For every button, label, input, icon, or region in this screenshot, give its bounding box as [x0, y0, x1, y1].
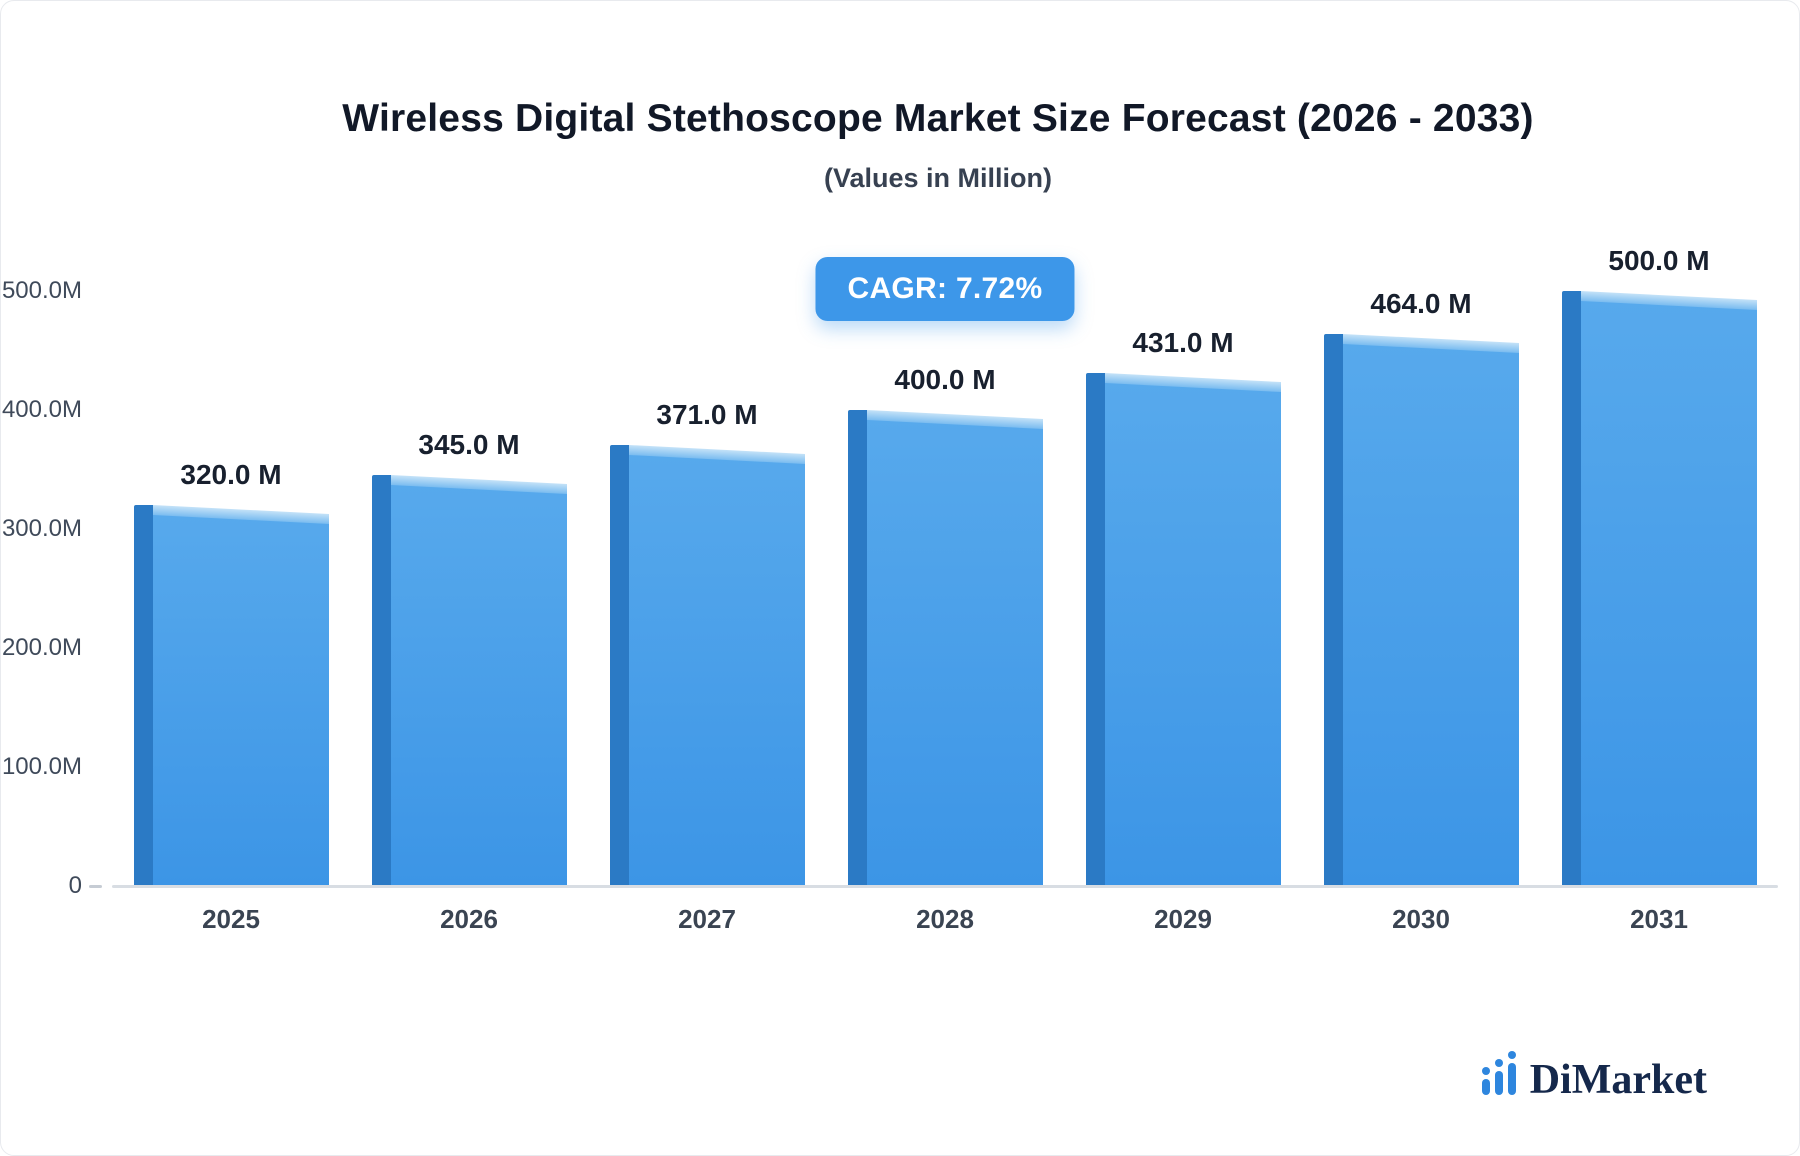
x-axis-line	[112, 885, 1778, 888]
x-axis-label-2028: 2028	[916, 904, 974, 934]
bar-value-label: 371.0 M	[656, 398, 758, 430]
bar-front-face	[152, 514, 329, 886]
x-axis-label-2026: 2026	[440, 904, 498, 934]
chart-header: Wireless Digital Stethoscope Market Size…	[39, 97, 1799, 194]
bar-2025: 320.0 M	[133, 459, 329, 886]
bar-side-face	[371, 475, 391, 886]
y-axis: 500.0M 400.0M 300.0M 200.0M 100.0M 0	[1, 277, 102, 899]
bar-2028: 400.0 M	[847, 364, 1043, 886]
bar-value-label: 464.0 M	[1370, 287, 1472, 319]
bar-side-face	[1323, 333, 1343, 886]
bar-side-face	[847, 410, 867, 886]
dimarket-logo-text: DiMarket	[1529, 1057, 1707, 1103]
bars-container: 320.0 M 345.0 M 371.0 M 400.0 M 431.0 M 464.0…	[112, 245, 1778, 886]
cagr-label: CAGR: 7.72%	[847, 272, 1043, 305]
chart-title: Wireless Digital Stethoscope Market Size…	[342, 97, 1534, 140]
y-axis-label-500.0M: 500.0M	[1, 277, 82, 304]
bar-side-face	[133, 505, 153, 886]
y-axis-label-0: 0	[68, 872, 82, 899]
dimarket-bars-icon	[1481, 1051, 1516, 1101]
bar-front-face	[1342, 342, 1519, 886]
y-axis-label-200.0M: 200.0M	[1, 634, 82, 661]
x-axis-label-2031: 2031	[1630, 904, 1688, 934]
bar-value-label: 400.0 M	[894, 364, 996, 395]
bar-front-face	[866, 419, 1043, 886]
x-axis-label-2029: 2029	[1154, 904, 1212, 934]
bar-2026: 345.0 M	[371, 429, 567, 886]
chart-subtitle: (Values in Million)	[823, 163, 1053, 193]
bar-value-label: 431.0 M	[1132, 327, 1234, 359]
bar-2029: 431.0 M	[1085, 327, 1281, 886]
bar-value-label: 345.0 M	[418, 429, 520, 461]
bar-2031: 500.0 M	[1561, 245, 1757, 886]
bar-side-face	[1085, 373, 1105, 886]
bar-front-face	[390, 484, 567, 886]
y-axis-zero-tick	[89, 885, 102, 888]
y-axis-label-400.0M: 400.0M	[1, 396, 82, 423]
x-axis-label-2030: 2030	[1392, 904, 1450, 934]
bar-front-face	[628, 453, 805, 886]
bar-front-face	[1580, 300, 1757, 886]
bar-value-label: 320.0 M	[180, 459, 282, 491]
y-axis-label-300.0M: 300.0M	[1, 515, 82, 542]
y-axis-label-100.0M: 100.0M	[1, 753, 82, 780]
bar-front-face	[1104, 382, 1281, 886]
dimarket-logo: DiMarket	[1481, 1051, 1707, 1103]
x-axis-label-2025: 2025	[202, 904, 260, 934]
bar-2030: 464.0 M	[1323, 288, 1519, 886]
bar-side-face	[609, 444, 629, 886]
plot-area: CAGR: 7.72% 500.0M 400.0M 300.0M 200.0M 100.…	[2, 245, 1778, 934]
bar-value-label: 500.0 M	[1608, 245, 1710, 276]
bar-side-face	[1561, 291, 1581, 886]
x-axis-label-2027: 2027	[678, 904, 736, 934]
bar-2027: 371.0 M	[609, 399, 805, 886]
cagr-badge: CAGR: 7.72%	[815, 257, 1075, 321]
